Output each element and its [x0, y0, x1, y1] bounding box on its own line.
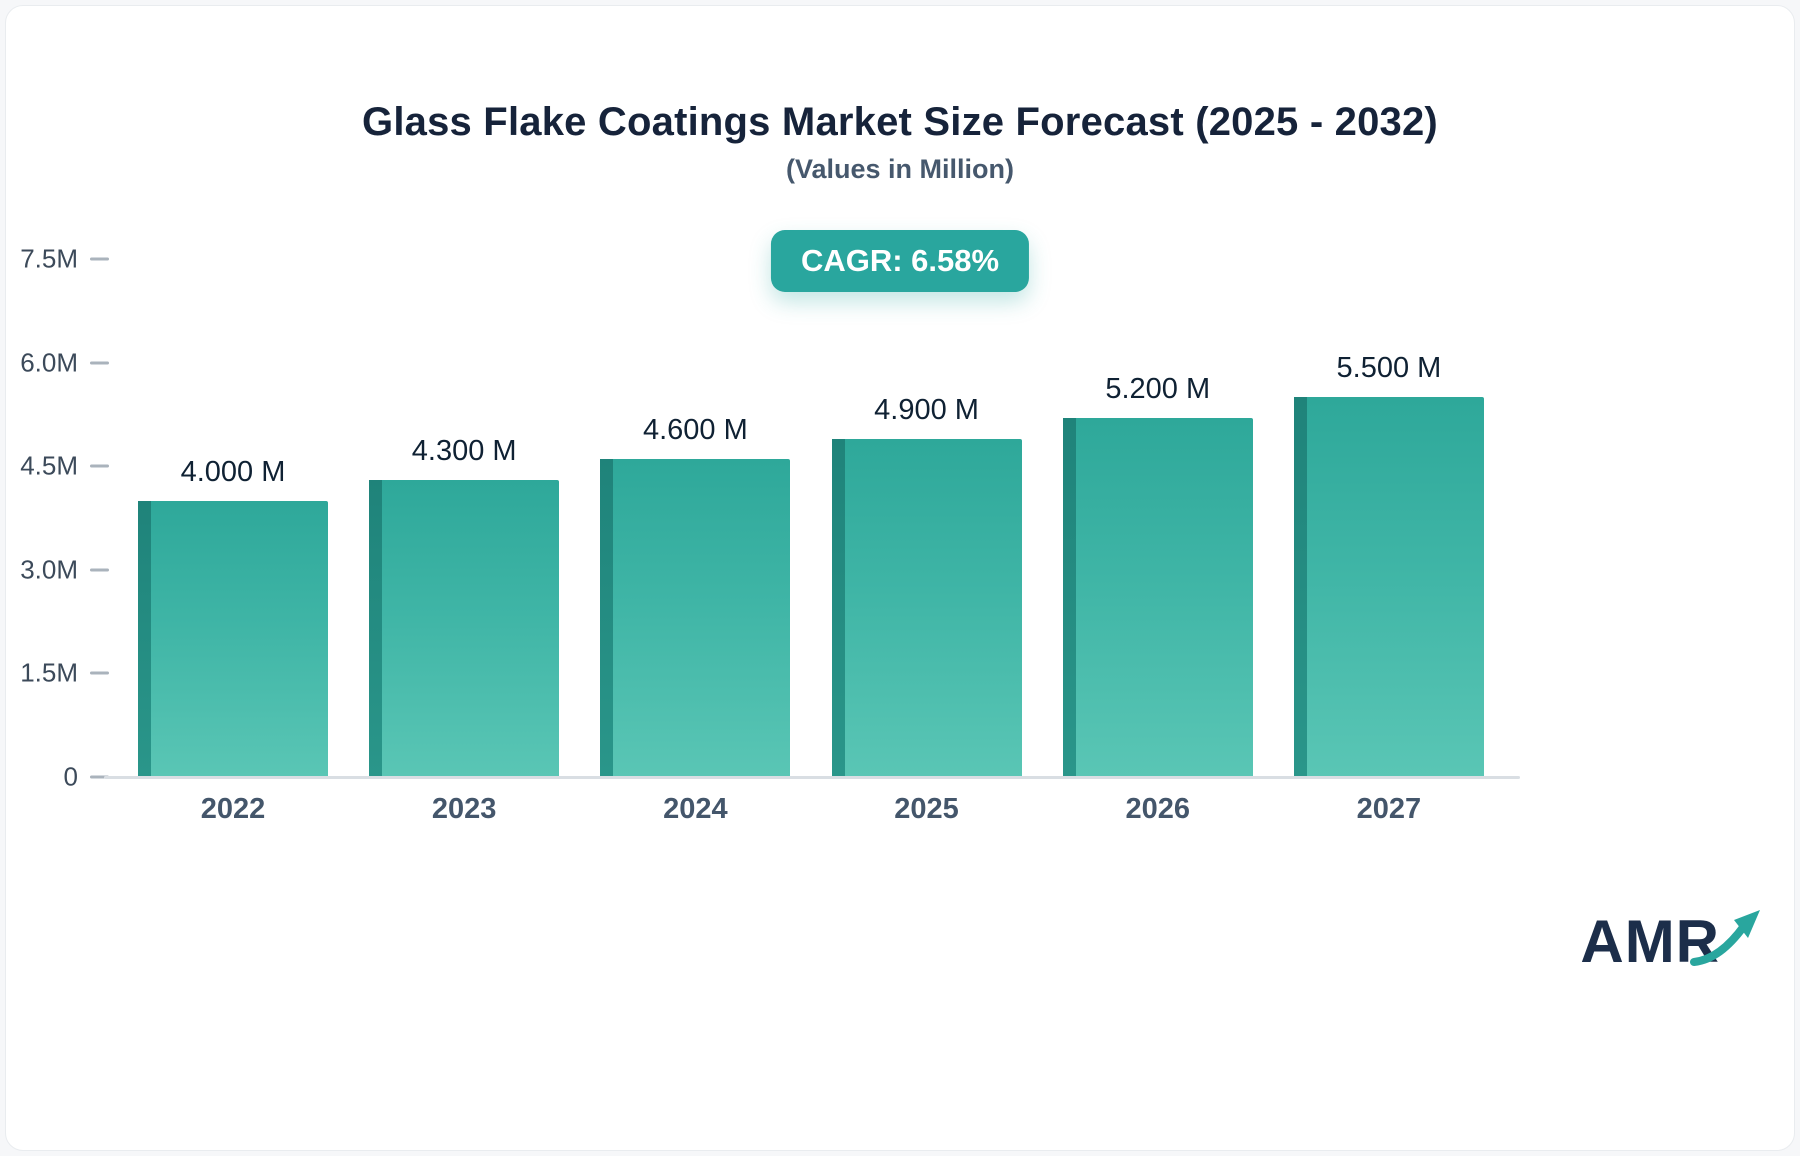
x-labels: 2022 2023 2024 2025 2026 2027 [138, 793, 1484, 826]
bar-value-label: 4.000 M [180, 455, 286, 488]
y-tick: 7.5M [20, 244, 109, 275]
x-axis-label: 2024 [663, 793, 728, 825]
bar-value-label: 5.200 M [1105, 372, 1211, 405]
y-tick-label: 7.5M [20, 243, 78, 274]
y-tick-label: 0 [63, 761, 78, 792]
chart-subtitle: (Values in Million) [785, 154, 1015, 184]
plot-area: 7.5M 6.0M 4.5M 3.0M 1.5M 0 4.000 M 4.300 M 4.60… [20, 244, 1520, 792]
y-tick-label: 4.5M [20, 450, 78, 481]
bar-2026: 5.200 M [1062, 373, 1253, 778]
y-tick: 3.0M [20, 554, 109, 585]
bar-2027: 5.500 M [1293, 352, 1484, 777]
bar-2022: 4.000 M [138, 456, 328, 778]
y-tick: 6.0M [20, 347, 109, 378]
bars: 4.000 M 4.300 M 4.600 M 4.900 M 5.200 M 5.500… [138, 259, 1484, 778]
chart-card: Glass Flake Coatings Market Size Forecas… [5, 5, 1795, 1151]
y-tick-mark [90, 568, 109, 572]
bar-value-label: 5.500 M [1336, 352, 1442, 385]
chart-title: Glass Flake Coatings Market Size Forecas… [362, 100, 1438, 144]
y-tick-mark [90, 361, 109, 365]
cagr-badge: CAGR: 6.58% [770, 230, 1030, 292]
bar-2024: 4.600 M [600, 414, 791, 777]
y-tick-mark [90, 775, 109, 779]
y-tick-label: 3.0M [20, 554, 78, 585]
bar-value-label: 4.300 M [411, 435, 517, 468]
y-tick-mark [90, 464, 109, 468]
bar-2023: 4.300 M [369, 435, 560, 777]
bar-value-label: 4.600 M [642, 414, 748, 447]
y-tick-label: 6.0M [20, 347, 78, 378]
y-tick-mark [90, 671, 109, 675]
y-tick: 1.5M [20, 658, 109, 689]
growth-arrow-icon [1690, 910, 1760, 966]
y-tick: 4.5M [20, 451, 109, 482]
y-tick: 0 [64, 762, 109, 793]
x-axis-line [104, 776, 1520, 779]
x-axis-label: 2026 [1125, 793, 1190, 825]
y-tick-label: 1.5M [20, 657, 78, 688]
y-tick-mark [90, 257, 109, 261]
x-axis-label: 2027 [1356, 793, 1422, 825]
x-axis-label: 2022 [200, 793, 266, 825]
bar-2025: 4.900 M [831, 394, 1022, 778]
x-axis-label: 2025 [894, 793, 959, 825]
x-axis-label: 2023 [431, 793, 497, 825]
brand-logo: AMR [1580, 908, 1764, 972]
bar-value-label: 4.900 M [874, 393, 979, 426]
